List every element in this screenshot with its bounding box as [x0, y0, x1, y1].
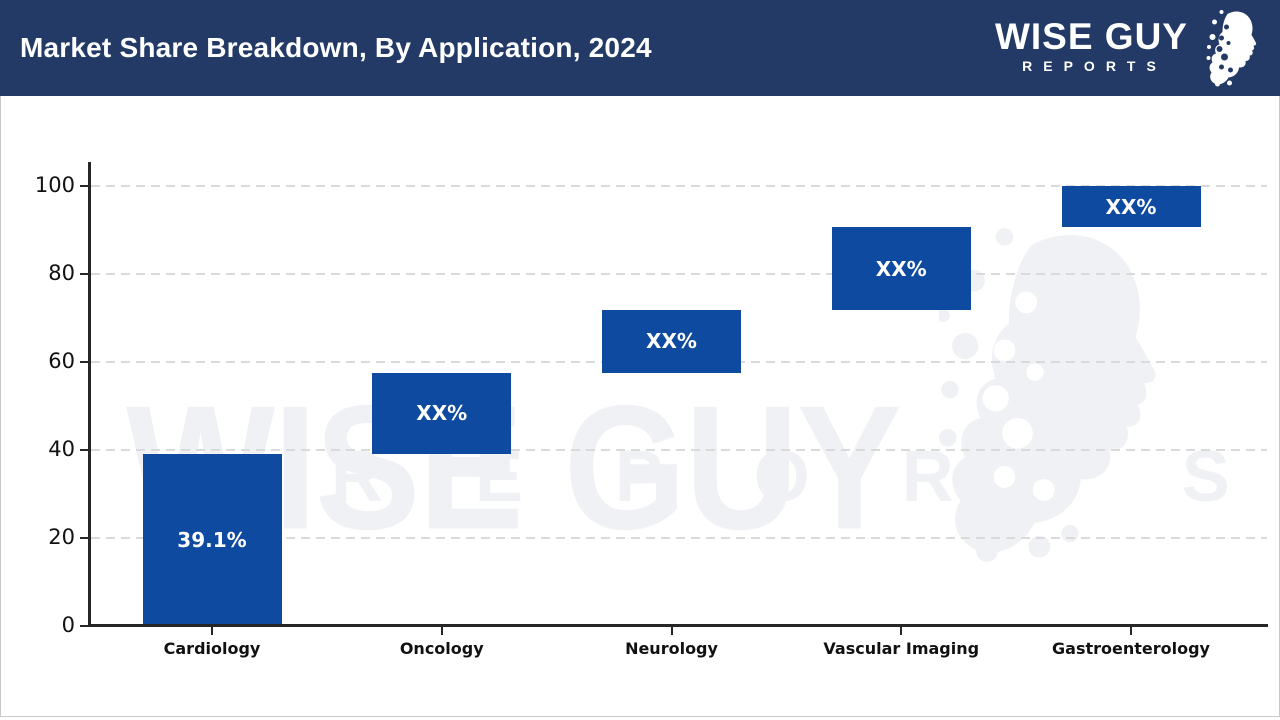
y-tick-label: 80 — [48, 261, 75, 285]
y-tick-0 — [80, 625, 89, 627]
logo-subtitle: REPORTS — [1022, 58, 1167, 74]
y-tick-40 — [80, 449, 89, 451]
bar-value-label: XX% — [875, 256, 927, 281]
y-tick-label: 40 — [48, 437, 75, 461]
gridline-40 — [91, 449, 1267, 451]
gridline-20 — [91, 537, 1267, 539]
x-tick-4 — [1130, 627, 1132, 635]
gridline-100 — [91, 185, 1267, 187]
y-tick-20 — [80, 537, 89, 539]
x-axis-label: Oncology — [399, 639, 484, 658]
chart-canvas: WISE GUY R E P O R T S 0 20 40 60 80 100 Cardi… — [0, 96, 1280, 717]
y-tick-60 — [80, 361, 89, 363]
x-tick-1 — [440, 627, 443, 635]
y-axis-line — [88, 162, 91, 627]
x-tick-2 — [670, 627, 673, 635]
x-axis-label: Cardiology — [163, 639, 261, 658]
logo-text: WISE GUY REPORTS — [994, 16, 1188, 75]
y-tick-label: 0 — [61, 613, 75, 637]
bar-segment — [831, 227, 971, 310]
header-bar: Market Share Breakdown, By Application, … — [0, 0, 1280, 96]
x-tick-3 — [900, 627, 903, 635]
logo-face-icon — [1206, 10, 1257, 87]
bar-value-label: XX% — [1105, 194, 1157, 219]
bar-value-label: 39.1% — [177, 527, 247, 552]
y-tick-80 — [80, 273, 89, 275]
page-title: Market Share Breakdown, By Application, … — [20, 32, 652, 63]
bar-value-label: XX% — [646, 329, 697, 354]
x-axis-label: Neurology — [625, 639, 718, 658]
y-tick-label: 60 — [48, 349, 75, 373]
x-tick-0 — [211, 627, 213, 635]
x-axis-label: Gastroenterology — [1052, 639, 1210, 658]
gridline-80 — [91, 273, 1267, 275]
y-tick-100 — [80, 185, 89, 187]
bar-segment — [372, 373, 512, 454]
logo-wordmark: WISE GUY — [994, 16, 1188, 57]
bar-value-label: XX% — [416, 401, 468, 426]
y-tick-label: 100 — [34, 173, 75, 197]
x-axis-label: Vascular Imaging — [823, 639, 980, 658]
y-tick-label: 20 — [48, 525, 75, 549]
bar-segment — [142, 453, 282, 626]
bar-segment — [1061, 186, 1201, 228]
wise-guy-logo: WISE GUY REPORTS — [995, 0, 1266, 96]
x-axis-line — [88, 624, 1268, 627]
watermark-face — [939, 228, 1156, 562]
bar-segment — [602, 309, 741, 373]
